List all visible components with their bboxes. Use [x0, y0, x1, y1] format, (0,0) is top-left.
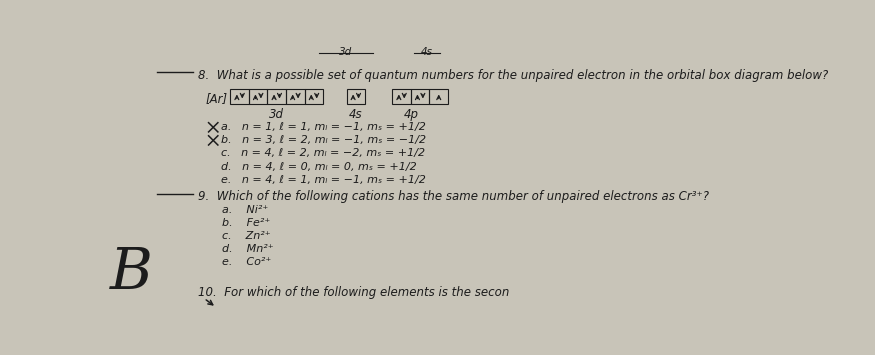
Text: e.   n = 4, ℓ = 1, mₗ = −1, mₛ = +1/2: e. n = 4, ℓ = 1, mₗ = −1, mₛ = +1/2 — [221, 175, 426, 185]
Bar — [430, 89, 448, 104]
Text: 4s: 4s — [421, 47, 433, 57]
Text: 9.  Which of the following cations has the same number of unpaired electrons as : 9. Which of the following cations has th… — [198, 190, 709, 203]
Text: 3d: 3d — [340, 47, 353, 57]
Text: b.    Fe²⁺: b. Fe²⁺ — [221, 218, 270, 228]
Text: 4p: 4p — [403, 108, 418, 121]
Text: e.    Co²⁺: e. Co²⁺ — [221, 257, 271, 267]
Text: d.    Mn²⁺: d. Mn²⁺ — [221, 244, 273, 254]
Bar — [286, 89, 304, 104]
Text: b.   n = 3, ℓ = 2, mₗ = −1, mₛ = −1/2: b. n = 3, ℓ = 2, mₗ = −1, mₛ = −1/2 — [221, 135, 426, 146]
Bar — [230, 89, 248, 104]
Bar — [392, 89, 411, 104]
Text: 3d: 3d — [270, 108, 284, 121]
Text: d.   n = 4, ℓ = 0, mₗ = 0, mₛ = +1/2: d. n = 4, ℓ = 0, mₗ = 0, mₛ = +1/2 — [221, 162, 416, 171]
Text: B: B — [109, 245, 152, 302]
Text: [Ar]: [Ar] — [205, 92, 228, 104]
Bar — [304, 89, 323, 104]
Bar — [346, 89, 365, 104]
Text: 4s: 4s — [349, 108, 362, 121]
Bar — [248, 89, 268, 104]
Text: a.   n = 1, ℓ = 1, mₗ = −1, mₛ = +1/2: a. n = 1, ℓ = 1, mₗ = −1, mₛ = +1/2 — [221, 122, 426, 132]
Text: 8.  What is a possible set of quantum numbers for the unpaired electron in the o: 8. What is a possible set of quantum num… — [198, 69, 828, 82]
Text: 10.  For which of the following elements is the secon: 10. For which of the following elements … — [198, 286, 509, 299]
Text: a.    Ni²⁺: a. Ni²⁺ — [221, 205, 268, 215]
Text: c.    Zn²⁺: c. Zn²⁺ — [221, 231, 270, 241]
Bar — [268, 89, 286, 104]
Text: c.   n = 4, ℓ = 2, mₗ = −2, mₛ = +1/2: c. n = 4, ℓ = 2, mₗ = −2, mₛ = +1/2 — [221, 148, 425, 158]
Bar — [411, 89, 430, 104]
